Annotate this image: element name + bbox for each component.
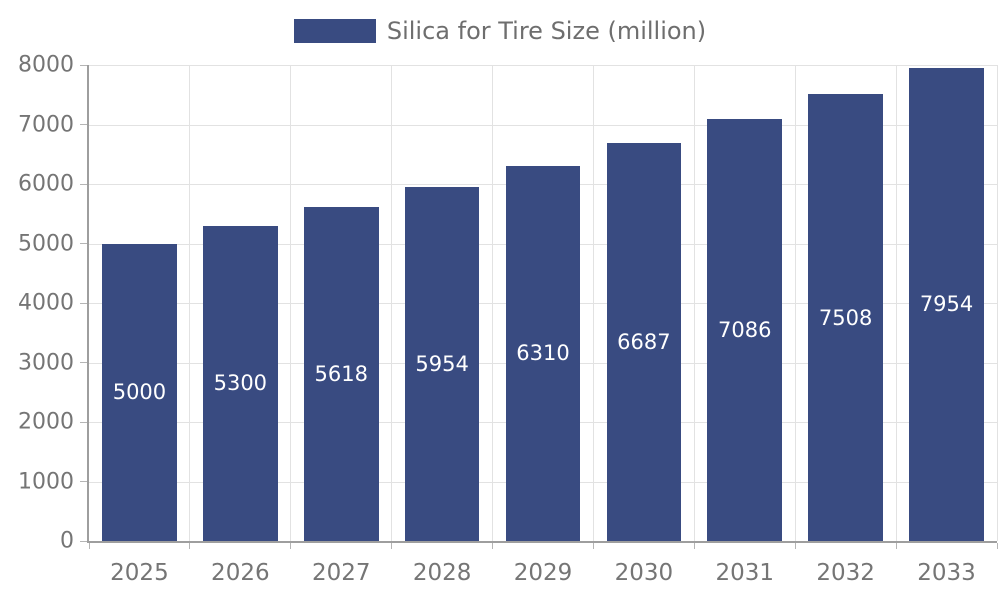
y-axis-tick-label: 7000 [18,112,74,137]
x-axis-tick [693,543,695,549]
bar: 7508 [808,94,883,541]
bar: 5954 [404,186,480,541]
bar-value-label: 5954 [415,351,469,376]
y-gridline [89,65,997,66]
chart-legend[interactable]: Silica for Tire Size (million) [0,18,1000,44]
y-axis-labels: 0 1000 2000 3000 4000 5000 6000 7000 8000 [0,53,74,554]
bar: 7954 [909,67,984,541]
y-axis-tick-label: 3000 [18,350,74,375]
x-gridline [189,65,191,541]
x-axis-tick-label: 2026 [211,560,270,586]
y-axis-tick-label: 4000 [18,290,74,316]
x-axis-tick-label: 2028 [412,560,472,586]
x-axis-tick [88,543,90,549]
bar-value-label: 7954 [919,292,974,317]
x-axis-labels: 2025 2026 2027 2028 2029 2030 2031 2032 2033 [89,560,997,592]
bar-value-label: 5000 [112,380,167,405]
bar-value-label: 5300 [213,371,268,396]
x-axis-tick [189,543,191,549]
y-axis-tick [80,362,87,363]
y-axis-tick [80,481,87,482]
x-axis-tick [794,543,796,549]
y-axis-tick-label: 8000 [18,52,74,78]
y-axis-tick-label: 6000 [18,171,74,197]
x-axis-tick-label: 2027 [311,560,371,586]
x-gridline [794,65,796,541]
x-axis-tick [492,543,494,549]
x-axis-tick-label: 2025 [110,560,169,586]
x-axis-tick [391,543,393,549]
bar: 7086 [707,119,783,541]
bar: 5300 [203,225,278,541]
bar-value-label: 7508 [818,305,873,330]
y-gridline [89,124,997,126]
y-axis-tick [80,302,87,304]
x-gridline [391,65,393,541]
y-axis-tick-label: 1000 [18,469,74,494]
x-axis-tick [592,543,594,549]
x-gridline [996,65,998,541]
x-axis-tick [895,543,897,549]
y-axis-tick [80,243,87,244]
y-axis-tick [80,124,87,125]
bar-value-label: 6310 [516,341,570,366]
legend-label: Silica for Tire Size (million) [386,17,707,45]
y-axis-tick-label: 2000 [18,409,74,435]
x-axis-tick-label: 2031 [715,560,775,586]
y-axis-tick [80,64,87,66]
x-axis-tick-label: 2033 [917,560,976,586]
y-axis-tick [80,421,87,423]
x-gridline [693,65,695,541]
bar-value-label: 6687 [617,330,671,355]
x-axis-tick-label: 2029 [513,560,573,586]
x-gridline [290,65,292,541]
y-axis-tick [80,183,87,185]
x-axis-tick [996,543,998,549]
bar: 6687 [606,143,682,541]
x-gridline [592,65,594,541]
legend-swatch-icon [293,19,376,44]
bar-value-label: 7086 [718,318,772,343]
y-axis-tick-label: 5000 [18,231,74,256]
bar-value-label: 5618 [314,361,368,386]
x-axis-tick-label: 2030 [614,560,674,586]
x-gridline [492,65,494,541]
x-axis-tick-label: 2032 [816,560,875,586]
plot-area: 5000 5300 5618 5954 6310 6687 7086 7508 7954 [80,64,998,549]
y-axis-tick [80,540,87,542]
bar: 5000 [102,243,177,541]
x-axis-tick [290,543,292,549]
y-axis-tick-label: 0 [60,528,74,554]
x-gridline [895,65,897,541]
bar: 5618 [303,206,379,541]
bar: 6310 [505,165,581,541]
